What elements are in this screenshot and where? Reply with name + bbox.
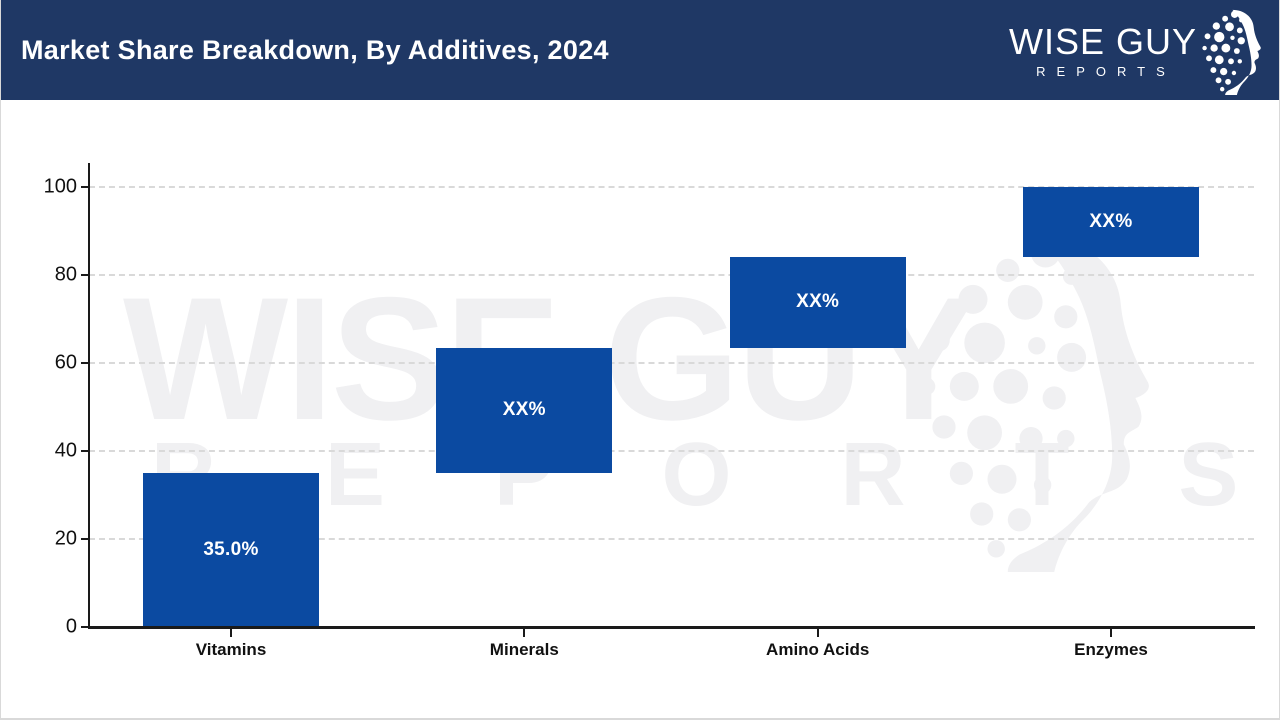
bar-value-label: XX% [796,291,840,313]
x-axis-tick-2 [816,629,819,637]
gridline-100 [89,186,1254,188]
x-axis-tick-0 [230,629,232,637]
watermark-subtitle: R E P O R T S [151,425,1280,525]
logo-text: WISE GUY REPORTS [1008,21,1197,79]
y-axis-label-40: 40 [54,439,77,462]
logo-wordmark: WISE GUY [1008,21,1197,62]
x-axis-tick-3 [1110,629,1112,637]
bar-value-label: 35.0% [203,539,259,560]
bar-minerals: XX% [436,347,613,473]
gridline-60 [89,362,1254,364]
bar-value-label: XX% [502,399,546,421]
y-axis-label-80: 80 [54,263,77,286]
x-axis-tick-1 [523,629,526,637]
x-axis-category-label: Vitamins [195,640,267,659]
y-axis-tick-20 [81,538,89,540]
x-axis-category-label: Amino Acids [766,640,870,659]
y-axis-tick-60 [81,362,89,364]
bar-vitamins: 35.0% [143,473,319,627]
bar-enzymes: XX% [1023,187,1199,258]
bar-amino-acids: XX% [729,257,906,348]
x-axis-category-label: Enzymes [1074,640,1148,659]
logo-subtitle: REPORTS [1036,64,1176,79]
y-axis-tick-80 [81,274,89,276]
gridline-40 [89,450,1254,452]
gridline-20 [89,538,1254,540]
y-axis-label-20: 20 [54,527,77,550]
y-axis-tick-100 [81,186,89,188]
gridline-80 [89,274,1254,276]
y-axis-tick-40 [81,450,89,452]
bar-value-label: XX% [1089,211,1133,233]
y-axis-line [88,163,90,629]
y-axis-label-60: 60 [54,351,77,374]
watermark-head-icon [917,235,1149,572]
dotted-head-icon [1202,9,1261,95]
page-title: Market Share Breakdown, By Additives, 20… [21,35,609,65]
wise-guy-logo: WISE GUY REPORTS [1009,7,1271,95]
x-axis-category-label: Minerals [489,640,559,659]
y-axis-label-0: 0 [65,615,77,638]
y-axis-label-100: 100 [43,175,77,198]
x-axis-line [88,626,1255,629]
header: Market Share Breakdown, By Additives, 20… [1,0,1279,100]
y-axis-tick-0 [81,626,89,628]
